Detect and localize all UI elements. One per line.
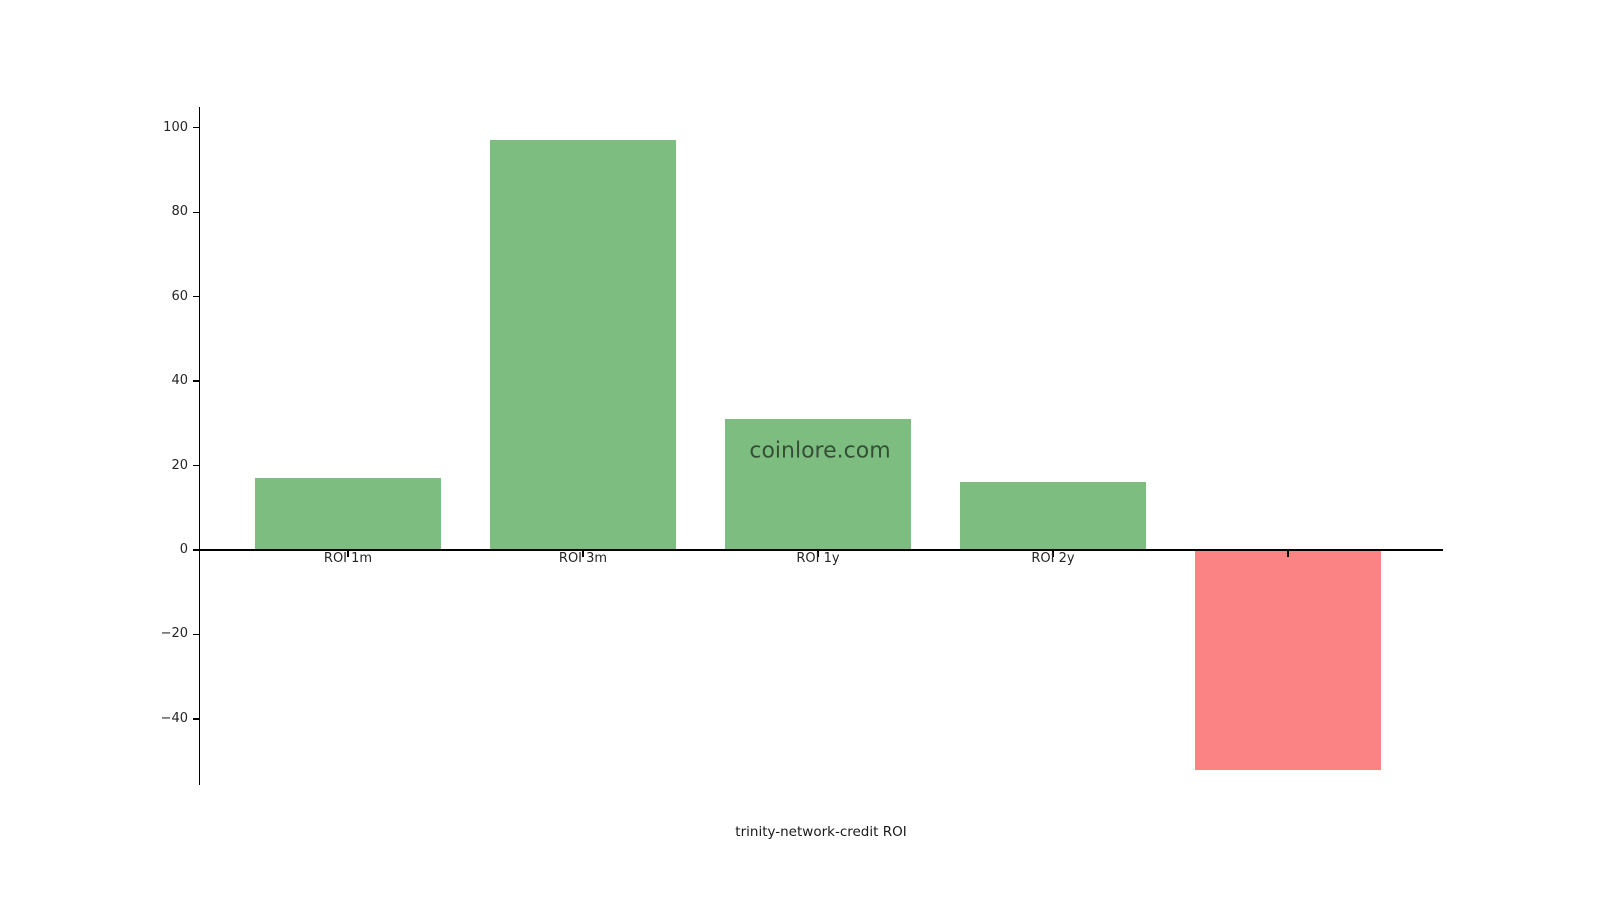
y-tick <box>193 380 200 382</box>
bar-roi-3m <box>490 140 676 550</box>
x-tick-label: ROI 1y <box>796 551 840 566</box>
chart-title: trinity-network-credit ROI <box>735 824 907 840</box>
y-tick-label: 20 <box>171 457 188 473</box>
y-tick-label: 100 <box>163 119 188 135</box>
x-tick <box>1052 550 1054 557</box>
y-tick-label: 40 <box>171 373 188 389</box>
bar-roi-1y <box>725 419 911 550</box>
y-tick <box>193 633 200 636</box>
y-tick-label: 80 <box>171 204 188 220</box>
y-tick-label: 60 <box>171 288 188 304</box>
x-axis-line <box>200 549 1443 551</box>
x-tick-label: ROI 1m <box>323 551 373 566</box>
y-tick-label: −40 <box>160 710 188 726</box>
bar-unlabeled-4 <box>1195 550 1381 770</box>
bar-roi-1m <box>255 478 441 550</box>
x-tick <box>582 550 584 557</box>
y-tick <box>193 127 200 129</box>
x-tick <box>817 550 819 557</box>
x-tick-label: ROI 3m <box>558 551 608 566</box>
y-tick <box>193 211 200 213</box>
bar-roi-2y <box>960 482 1146 550</box>
x-tick <box>347 550 349 557</box>
y-tick <box>193 549 200 551</box>
y-tick <box>193 464 200 467</box>
y-tick-label: −20 <box>160 626 188 642</box>
y-tick <box>193 296 200 298</box>
y-tick <box>193 718 200 720</box>
y-axis-line <box>198 107 200 785</box>
x-tick-label: ROI 2y <box>1031 551 1075 566</box>
y-tick-label: 0 <box>179 542 188 557</box>
x-tick <box>1287 550 1289 557</box>
watermark-text: coinlore.com <box>749 438 891 464</box>
